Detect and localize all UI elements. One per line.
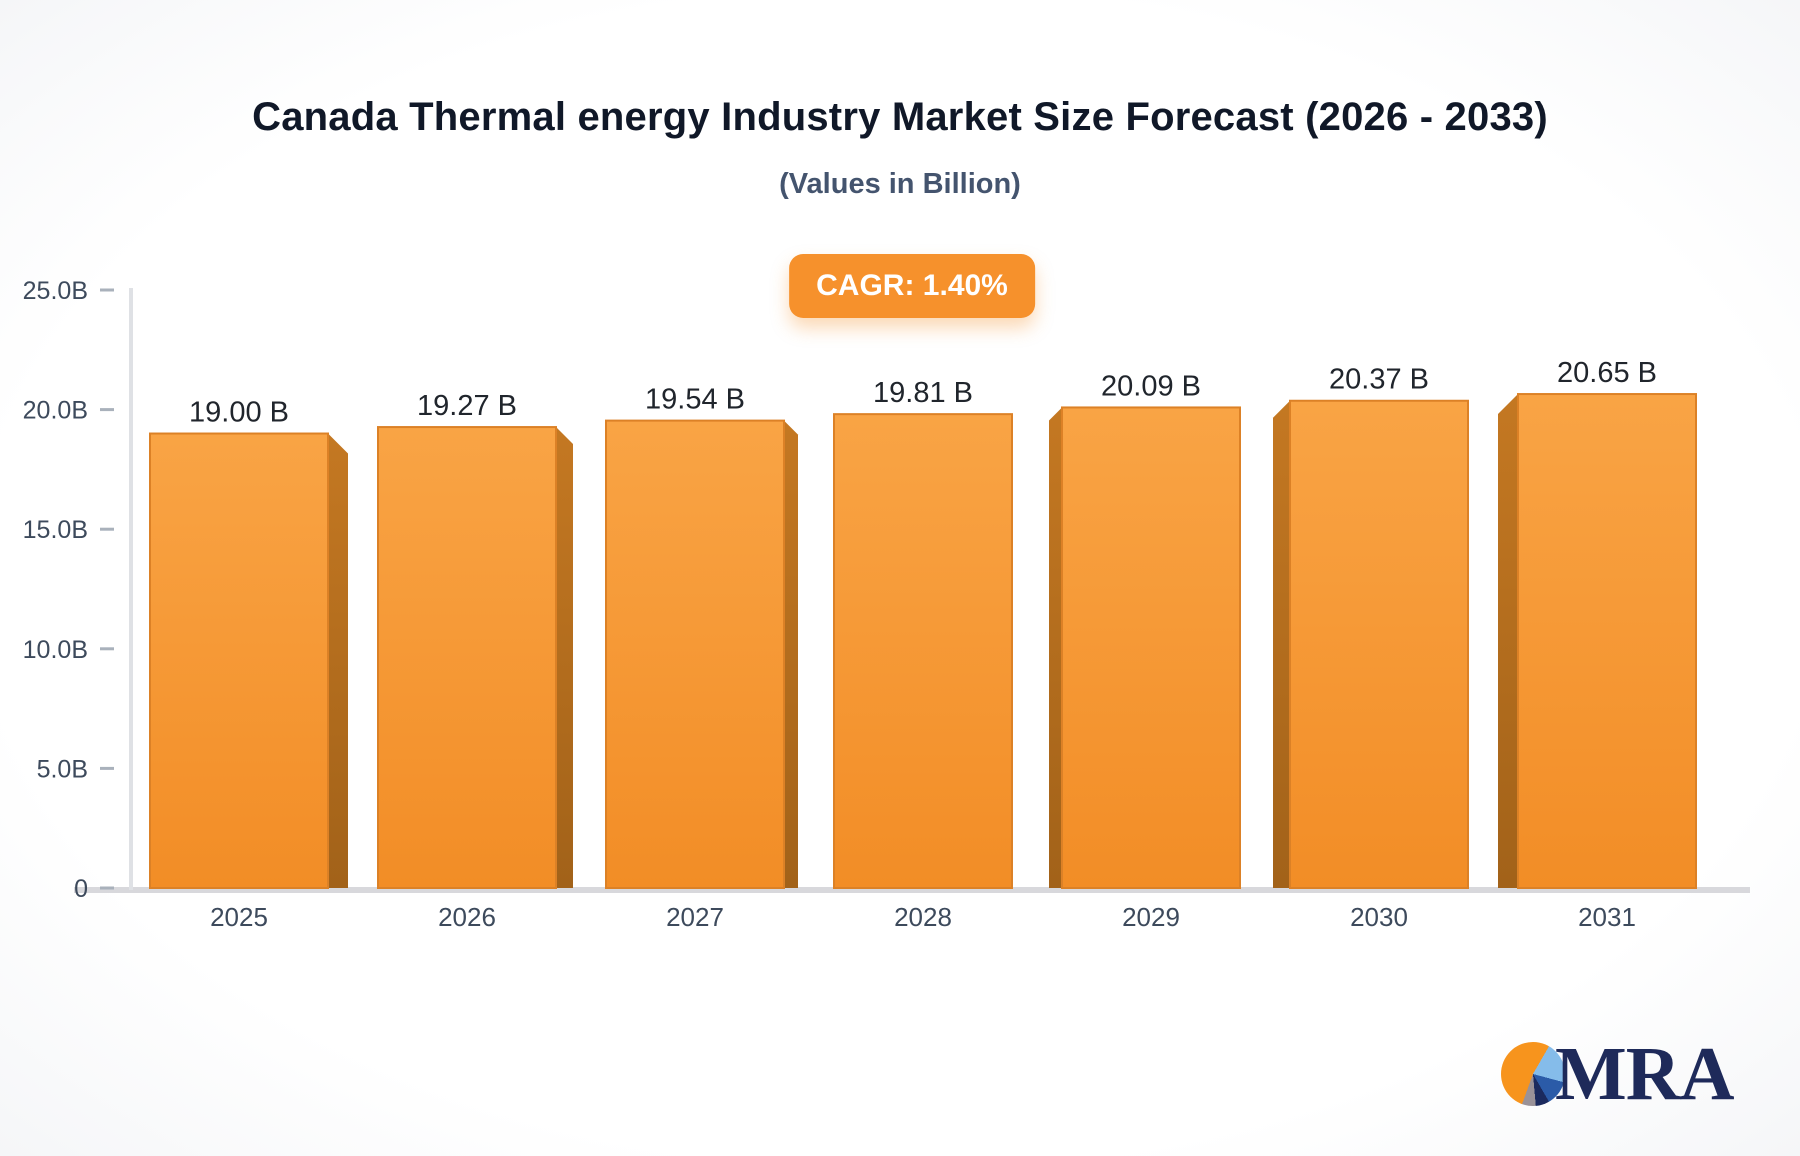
bar: [605, 419, 785, 889]
y-tick-label: 15.0B: [23, 516, 88, 544]
bar-side-face: [784, 420, 798, 888]
bar: [1289, 399, 1469, 889]
bar-value-label: 20.09 B: [1101, 370, 1201, 402]
pie-chart-logo-icon: [1501, 1042, 1565, 1106]
bar-value-label: 19.27 B: [417, 390, 517, 422]
bar-side-face: [1498, 394, 1518, 888]
bar: [1517, 393, 1697, 889]
y-tick-label: 0: [74, 875, 88, 903]
x-tick-label: 2031: [1578, 902, 1636, 932]
y-tick-label: 5.0B: [37, 755, 88, 783]
bar-value-label: 19.00 B: [189, 397, 289, 429]
bar-side-face: [1049, 407, 1062, 888]
y-tick-label: 10.0B: [23, 636, 88, 664]
brand-logo: MRA: [1501, 1036, 1735, 1112]
bar-side-face: [556, 427, 573, 888]
bar-side-face: [328, 433, 348, 888]
chart-title: Canada Thermal energy Industry Market Si…: [252, 95, 1548, 139]
bar-value-label: 19.54 B: [645, 384, 745, 416]
y-tick-label: 20.0B: [23, 397, 88, 425]
chart-subtitle: (Values in Billion): [779, 168, 1021, 200]
bar: [1061, 406, 1241, 889]
x-tick-label: 2026: [438, 902, 496, 932]
bar: [833, 413, 1013, 889]
bar: [149, 432, 329, 889]
x-tick-label: 2025: [210, 902, 268, 932]
brand-logo-text: MRA: [1555, 1032, 1735, 1116]
y-tick-label: 25.0B: [23, 277, 88, 305]
x-tick-label: 2028: [894, 902, 952, 932]
bar-value-label: 20.37 B: [1329, 364, 1429, 396]
bar-side-face: [1273, 400, 1290, 888]
cagr-badge: CAGR: 1.40%: [789, 254, 1035, 318]
x-tick-label: 2030: [1350, 902, 1408, 932]
bar-value-label: 20.65 B: [1557, 357, 1657, 389]
x-tick-label: 2027: [666, 902, 724, 932]
bar: [377, 426, 557, 889]
bar-value-label: 19.81 B: [873, 377, 973, 409]
x-tick-label: 2029: [1122, 902, 1180, 932]
